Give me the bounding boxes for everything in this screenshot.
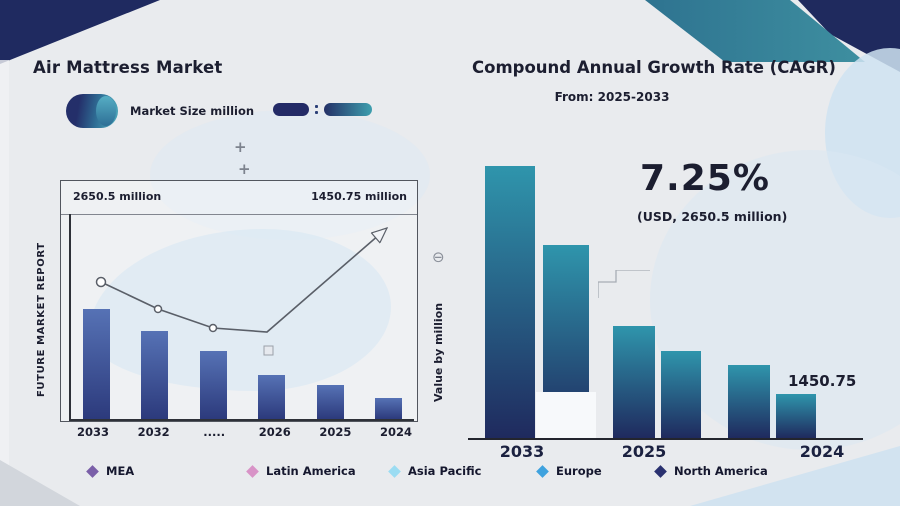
left-chart-title: Air Mattress Market: [33, 58, 223, 77]
diamond-icon: [654, 464, 667, 478]
diamond-icon: [536, 464, 549, 478]
bar-2033-high: [485, 166, 535, 438]
x-label-2025: 2025: [621, 442, 667, 461]
white-notch-decor: [536, 392, 596, 438]
cylinder-cap-shape: [96, 96, 116, 126]
legend-label: Latin America: [266, 464, 356, 478]
legend-item-mea: MEA: [86, 464, 135, 478]
bar-2033: [83, 309, 110, 419]
market-size-legend: Market Size million: [66, 94, 254, 128]
left-y-axis-label: FUTURE MARKET REPORT: [36, 242, 47, 398]
plus-icon: +: [234, 138, 247, 156]
x-label-2024: 2024: [799, 442, 845, 461]
bar-2025-low: [661, 351, 701, 438]
cagr-value: 7.25%: [640, 158, 770, 199]
circle-minus-icon: ⊖: [432, 248, 445, 266]
right-chart: [468, 160, 863, 440]
bar-2025: [316, 385, 344, 419]
x-label: 2024: [379, 425, 412, 439]
pill-separator: [315, 105, 318, 114]
right-chart-title: Compound Annual Growth Rate (CAGR): [472, 58, 836, 77]
bar-2026: [258, 375, 286, 419]
square-marker: [263, 345, 274, 356]
pill-teal: [324, 103, 372, 116]
right-y-axis-label: Value by million: [432, 302, 445, 402]
left-x-axis-labels: 2033 2032 ..... 2026 2025 2024: [68, 425, 421, 439]
x-label: 2033: [76, 425, 109, 439]
bar-2032: [141, 331, 169, 419]
right-chart-subtitle: From: 2025-2033: [554, 90, 670, 104]
bar-intermediate: [199, 351, 227, 419]
legend-label: North America: [674, 464, 768, 478]
legend-item-latin-america: Latin America: [246, 464, 356, 478]
bar-2024-high: [728, 365, 770, 438]
diamond-icon: [388, 464, 401, 478]
x-label: .....: [203, 425, 226, 439]
plus-icon: +: [238, 160, 251, 178]
legend-item-north-america: North America: [654, 464, 768, 478]
legend-item-europe: Europe: [536, 464, 602, 478]
x-label: 2025: [319, 425, 352, 439]
legend-label: Europe: [556, 464, 602, 478]
cagr-note: (USD, 2650.5 million): [637, 209, 788, 224]
left-bars: [71, 309, 414, 419]
legend-label: MEA: [106, 464, 135, 478]
pill-decor: [273, 103, 372, 116]
pill-navy: [273, 103, 309, 116]
decor-left-edge-strip: [0, 60, 9, 506]
x-label-2033: 2033: [499, 442, 545, 461]
diamond-icon: [246, 464, 259, 478]
chart-annotations: 2650.5 million 1450.75 million: [73, 190, 407, 203]
left-plot-area: [69, 214, 414, 421]
decor-corner-top-left: [0, 0, 160, 64]
bar-group-2025: [613, 326, 701, 438]
step-line-decor: [598, 270, 650, 298]
x-label: 2026: [258, 425, 291, 439]
diamond-icon: [86, 464, 99, 478]
decor-triangle-bottom-left: [0, 460, 80, 506]
value-annotation-1450: 1450.75: [788, 372, 857, 390]
annotation-2650: 2650.5 million: [73, 190, 162, 203]
annotation-1450: 1450.75 million: [311, 190, 407, 203]
x-label: 2032: [137, 425, 170, 439]
legend-label: Asia Pacific: [408, 464, 482, 478]
trend-line: [95, 214, 416, 356]
bar-2025-high: [613, 326, 655, 438]
bar-2024-low: [776, 394, 816, 438]
cylinder-icon: [66, 94, 118, 128]
left-chart: 2650.5 million 1450.75 million: [60, 180, 418, 422]
legend-label: Market Size million: [130, 104, 255, 118]
legend-item-asia-pacific: Asia Pacific: [388, 464, 482, 478]
bar-2024: [374, 398, 402, 419]
